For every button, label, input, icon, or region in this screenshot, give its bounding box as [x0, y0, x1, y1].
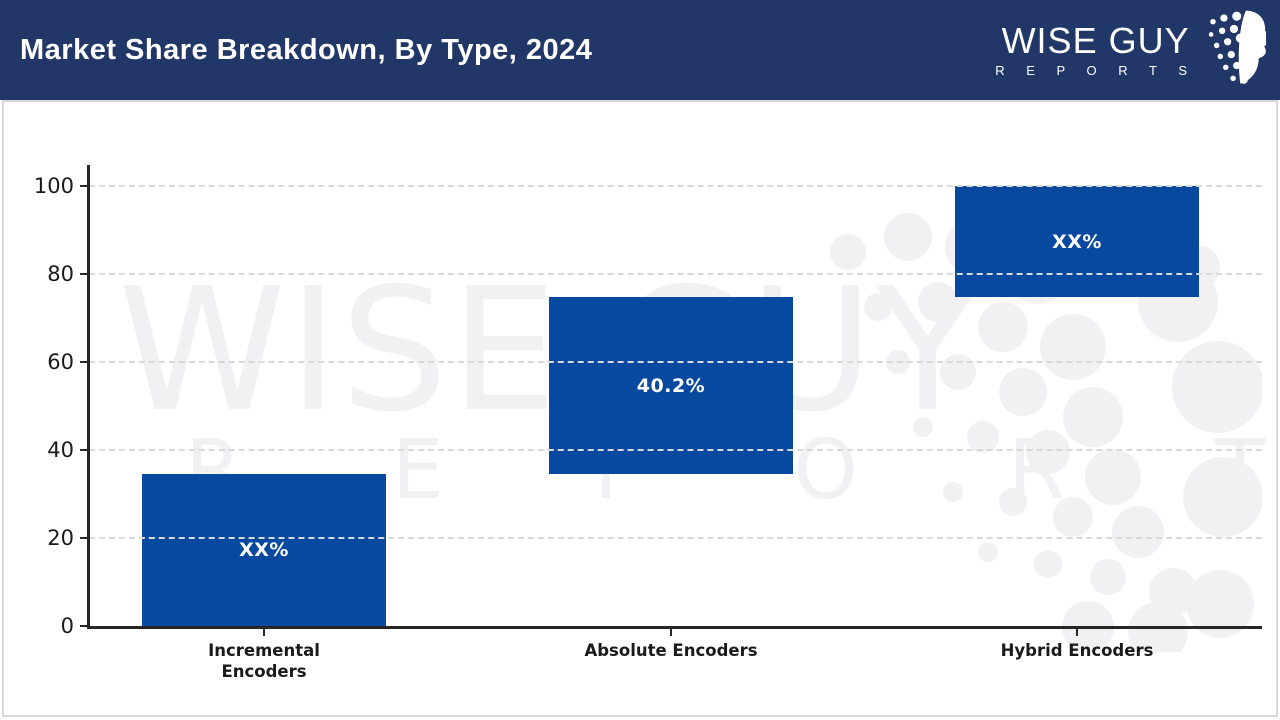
gridline-80 [89, 273, 1262, 275]
brand-wordmark: WISE GUY [1001, 19, 1190, 61]
y-tick-label-80: 80 [47, 262, 74, 286]
brand-tagline: R E P O R T S [995, 62, 1196, 78]
x-tick-mark-absolute-encoders [670, 628, 672, 636]
bar-incremental-encoders: XX% [142, 474, 386, 626]
y-tick-label-100: 100 [33, 174, 74, 198]
y-tick-mark-60 [80, 361, 88, 363]
x-axis-line [87, 626, 1262, 629]
y-tick-label-0: 0 [60, 614, 74, 638]
y-tick-label-60: 60 [47, 350, 74, 374]
brand-logo-text: WISE GUY R E P O R T S [995, 19, 1196, 78]
bar-value-label: 40.2% [636, 374, 706, 397]
brand-face-icon [1208, 10, 1266, 84]
header-bar: Market Share Breakdown, By Type, 2024 WI… [0, 0, 1280, 100]
x-axis-label-hybrid-encoders: Hybrid Encoders [1000, 641, 1154, 660]
x-axis-label-incremental-encoders: Incremental Encoders [208, 641, 320, 682]
x-axis-label-absolute-encoders: Absolute Encoders [584, 641, 758, 660]
canvas-border [2, 100, 1278, 717]
bar-value-label: XX% [239, 539, 289, 562]
bar-value-label: XX% [1052, 230, 1102, 253]
y-tick-mark-40 [80, 449, 88, 451]
gridline-60 [89, 361, 1262, 363]
y-tick-mark-100 [80, 185, 88, 187]
y-tick-mark-0 [80, 625, 88, 627]
bar-absolute-encoders: 40.2% [549, 297, 793, 475]
brand-logo: WISE GUY R E P O R T S [995, 0, 1266, 100]
gridline-20 [89, 537, 1262, 539]
y-tick-label-20: 20 [47, 526, 74, 550]
gridline-40 [89, 449, 1262, 451]
x-tick-mark-incremental-encoders [263, 628, 265, 636]
bar-hybrid-encoders: XX% [955, 186, 1199, 298]
y-axis-line [87, 165, 90, 628]
gridline-100 [89, 185, 1262, 187]
y-tick-label-40: 40 [47, 438, 74, 462]
page-title: Market Share Breakdown, By Type, 2024 [20, 33, 593, 66]
y-tick-mark-20 [80, 537, 88, 539]
y-tick-mark-80 [80, 273, 88, 275]
watermark-wordmark: WISE GUY [118, 252, 982, 450]
x-tick-mark-hybrid-encoders [1076, 628, 1078, 636]
